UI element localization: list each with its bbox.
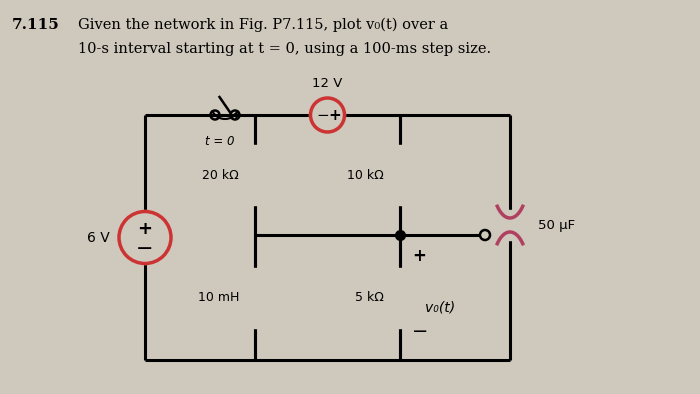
Text: t = 0: t = 0 xyxy=(205,135,235,148)
Text: +: + xyxy=(412,247,426,265)
Text: 10-s interval starting at t = 0, using a 100-ms step size.: 10-s interval starting at t = 0, using a… xyxy=(78,42,491,56)
Text: −: − xyxy=(136,238,154,258)
Text: v₀(t): v₀(t) xyxy=(425,301,455,314)
Text: +: + xyxy=(328,108,341,123)
Circle shape xyxy=(118,210,172,264)
Bar xyxy=(388,145,412,205)
Text: Given the network in Fig. P7.115, plot v₀(t) over a: Given the network in Fig. P7.115, plot v… xyxy=(78,18,448,32)
Text: 10 kΩ: 10 kΩ xyxy=(347,169,384,182)
Bar xyxy=(243,268,267,327)
Text: −: − xyxy=(316,108,329,123)
Text: +: + xyxy=(137,219,153,238)
Text: 50 μF: 50 μF xyxy=(538,219,575,232)
Text: 12 V: 12 V xyxy=(312,77,343,90)
Text: 20 kΩ: 20 kΩ xyxy=(202,169,239,182)
Bar xyxy=(243,145,267,205)
Circle shape xyxy=(309,97,346,133)
Text: 5 kΩ: 5 kΩ xyxy=(355,291,384,304)
Text: 7.115: 7.115 xyxy=(12,18,60,32)
Text: −: − xyxy=(412,323,428,342)
Text: 6 V: 6 V xyxy=(88,230,110,245)
Text: 10 mH: 10 mH xyxy=(197,291,239,304)
Bar xyxy=(488,210,532,240)
Bar xyxy=(388,268,412,327)
